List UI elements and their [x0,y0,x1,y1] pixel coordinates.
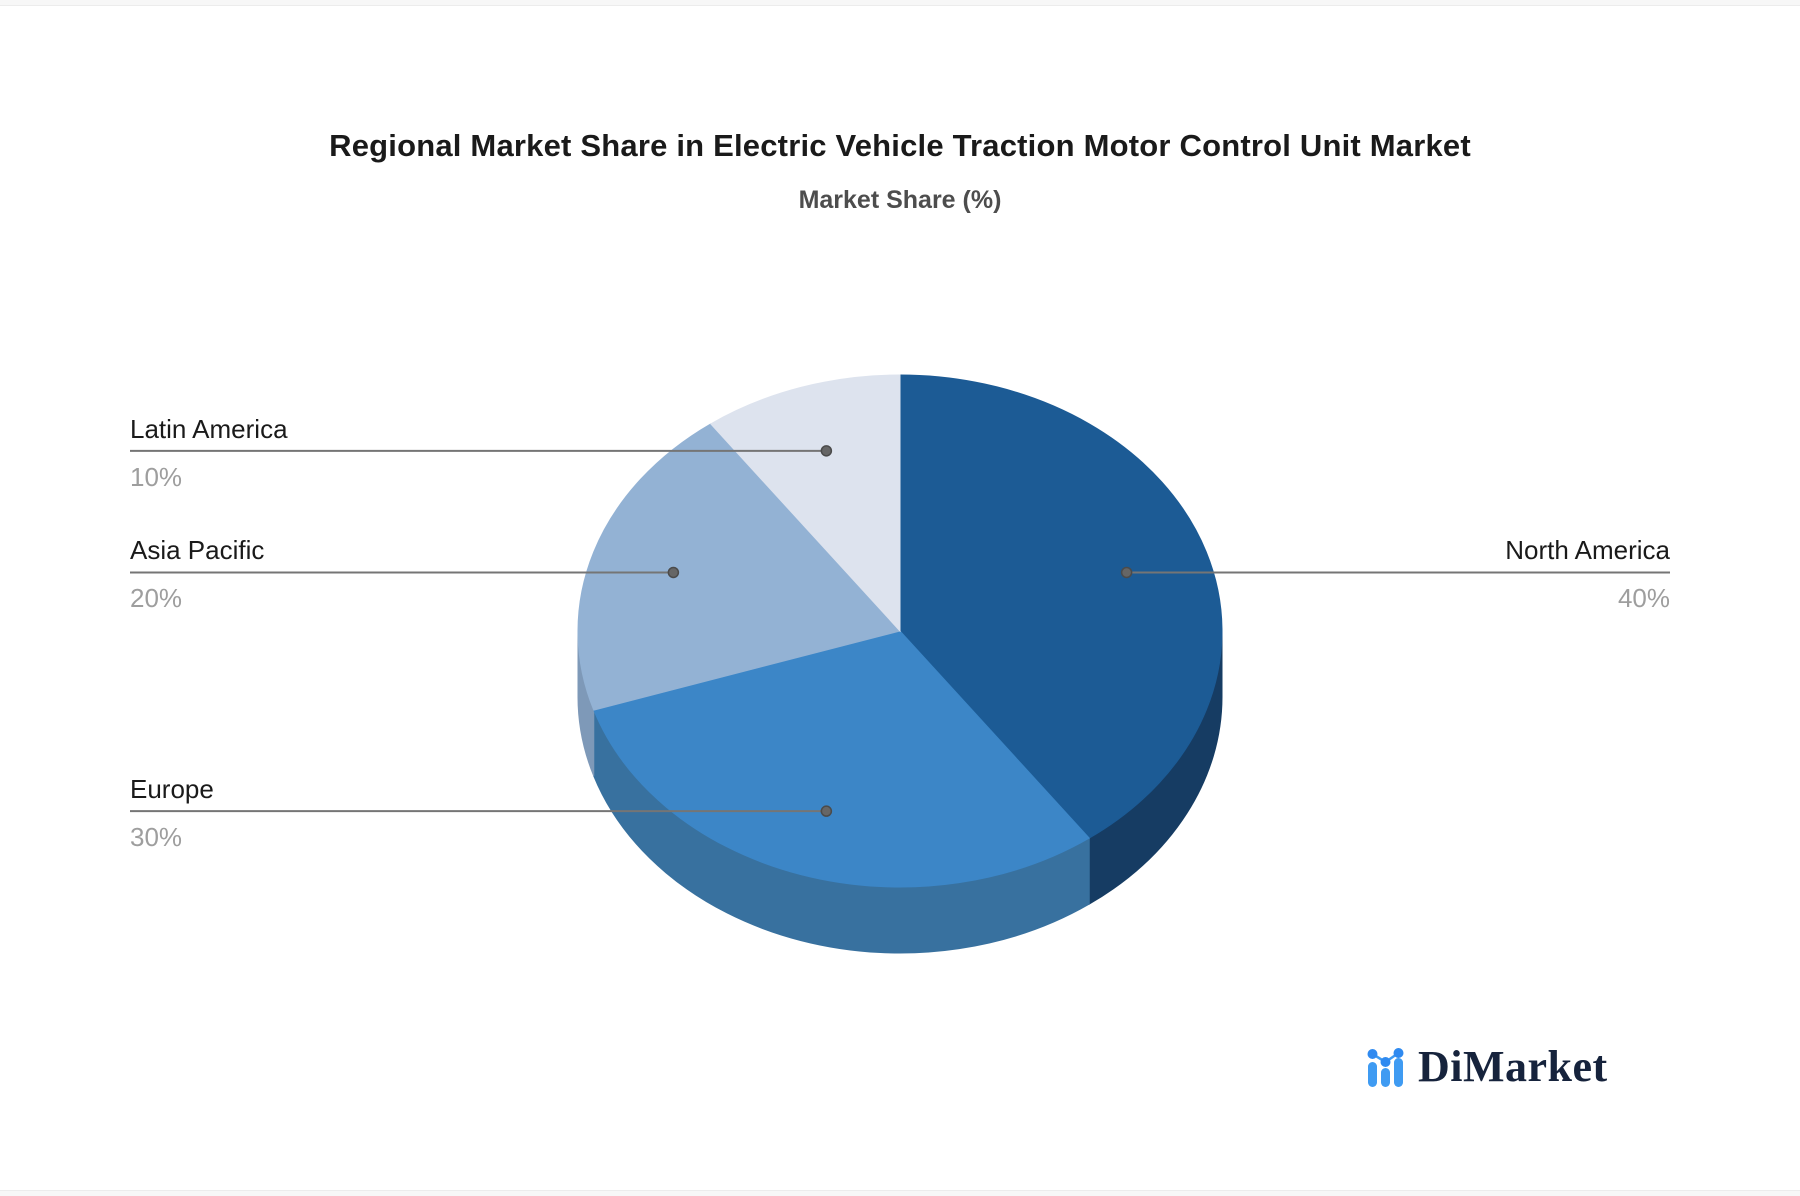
slice-label: North America [1505,535,1670,566]
leader-dot-north-america [1120,566,1133,579]
pie-slice-north-america[interactable] [899,374,1223,839]
top-edge-strip [0,0,1800,6]
slice-label: Europe [130,774,214,805]
chart-subtitle: Market Share (%) [798,186,1002,214]
pie-slice-asia-pacific[interactable] [577,423,901,711]
chart-header: Regional Market Share in Electric Vehicl… [0,128,1800,214]
callout-asia-pacific: Asia Pacific 20% [130,532,264,616]
slice-value: 40% [1617,583,1670,614]
slice-label: Latin America [130,413,288,444]
slice-value: 20% [130,583,183,614]
pie-slice-latin-america[interactable] [709,374,901,633]
bottom-edge-strip [0,1190,1800,1196]
slice-label: Asia Pacific [130,535,265,566]
chart-title: Regional Market Share in Electric Vehicl… [329,128,1471,163]
slice-value: 30% [130,822,183,853]
callout-europe: Europe 30% [130,771,214,855]
leader-dot-latin-america [820,445,833,457]
callout-latin-america: Latin America 10% [130,411,288,495]
bar-chart-icon [1367,1048,1404,1087]
leader-dot-asia-pacific [667,566,680,579]
slice-value: 10% [130,461,183,492]
brand-logo: DiMarket [1364,1036,1608,1096]
brand-logo-text: DiMarket [1418,1041,1608,1091]
leader-dot-europe [820,805,833,817]
pie-slice-europe[interactable] [593,630,1091,888]
callout-north-america: North America 40% [1505,532,1670,616]
